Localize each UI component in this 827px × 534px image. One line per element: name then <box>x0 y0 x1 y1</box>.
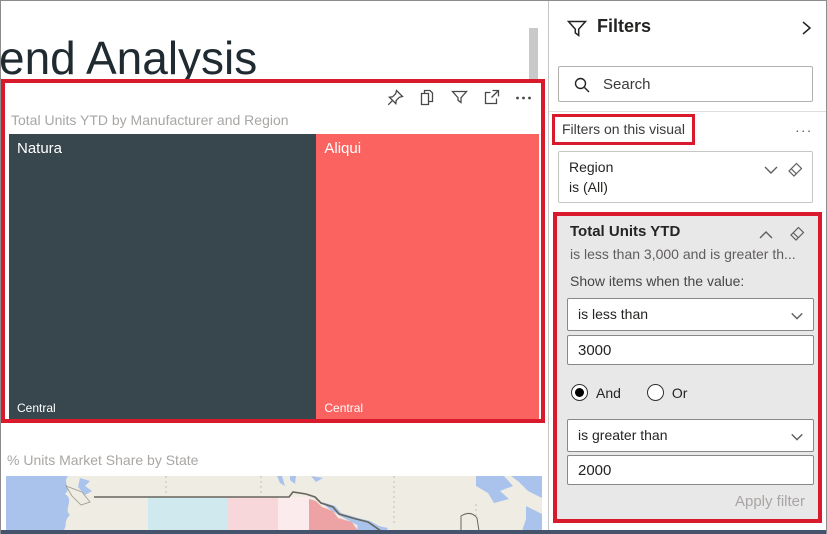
section-more-options[interactable]: ... <box>795 119 813 135</box>
filter-search-box[interactable] <box>558 66 813 102</box>
pane-section-divider <box>549 111 826 112</box>
show-items-label: Show items when the value: <box>570 273 745 289</box>
clear-filter-icon[interactable] <box>786 161 804 184</box>
and-radio[interactable] <box>571 384 588 401</box>
chevron-down-icon[interactable] <box>763 162 779 183</box>
and-radio-label: And <box>596 384 621 401</box>
selected-operator: is greater than <box>578 427 668 443</box>
map-chart[interactable] <box>6 476 542 531</box>
tile-manufacturer-label: Natura <box>17 140 63 157</box>
tile-region-label: Central <box>324 401 364 415</box>
tile-manufacturer-label: Aliqui <box>324 140 362 157</box>
treemap-visual-callout: Total Units YTD by Manufacturer and Regi… <box>1 79 545 423</box>
condition1-operator-select[interactable]: is less than <box>567 298 814 331</box>
clear-filter-icon[interactable] <box>788 225 806 248</box>
treemap-tile-aliqui[interactable]: Aliqui Central <box>316 134 539 419</box>
pane-divider <box>548 1 549 531</box>
logic-operator-radios: And Or <box>571 384 705 401</box>
filter-search-input[interactable] <box>603 68 803 100</box>
canvas-scrollbar[interactable] <box>529 28 538 81</box>
condition2-operator-select[interactable]: is greater than <box>567 419 814 452</box>
treemap-tile-natura[interactable]: Natura Central <box>9 134 317 419</box>
condition1-value-input[interactable] <box>567 335 814 365</box>
condition2-value-input[interactable] <box>567 455 814 485</box>
filters-funnel-icon <box>566 18 588 45</box>
filters-pane-header: Filters <box>549 1 826 57</box>
region-filter-card[interactable]: Region is (All) <box>558 151 813 203</box>
report-canvas: end Analysis <box>1 1 548 531</box>
map-title: % Units Market Share by State <box>7 452 199 468</box>
pin-icon[interactable] <box>386 88 405 107</box>
filters-on-this-visual-label: Filters on this visual <box>552 114 695 145</box>
tile-region-label: Central <box>17 401 56 415</box>
treemap-chart: Natura Central Aliqui Central <box>9 134 539 419</box>
treemap-title: Total Units YTD by Manufacturer and Regi… <box>11 112 289 128</box>
filter-field-name: Region <box>569 159 614 175</box>
collapse-pane-icon[interactable] <box>798 20 814 41</box>
copy-icon[interactable] <box>418 88 437 107</box>
total-units-ytd-filter-card: Total Units YTD is less than 3,000 and i… <box>553 212 822 523</box>
window-bottom-edge <box>1 530 826 534</box>
apply-filter-button[interactable]: Apply filter <box>734 493 805 510</box>
filter-field-name: Total Units YTD <box>570 223 681 240</box>
page-title: end Analysis <box>0 32 258 84</box>
chevron-down-icon <box>791 312 803 320</box>
more-options-icon[interactable] <box>514 88 533 107</box>
search-icon <box>574 77 590 93</box>
filters-pane: Filters Filters on this visual ... Regio… <box>549 1 826 531</box>
selected-operator: is less than <box>578 306 649 322</box>
filter-condition-summary: is less than 3,000 and is greater th... <box>570 246 796 262</box>
or-radio-label: Or <box>671 384 688 401</box>
filters-pane-title: Filters <box>597 16 652 36</box>
visual-header-toolbar <box>386 88 533 107</box>
chevron-down-icon <box>791 433 803 441</box>
chevron-up-icon[interactable] <box>758 227 774 248</box>
focus-mode-icon[interactable] <box>482 88 501 107</box>
filter-icon[interactable] <box>450 88 469 107</box>
or-radio[interactable] <box>646 384 664 401</box>
filter-condition: is (All) <box>569 179 608 195</box>
